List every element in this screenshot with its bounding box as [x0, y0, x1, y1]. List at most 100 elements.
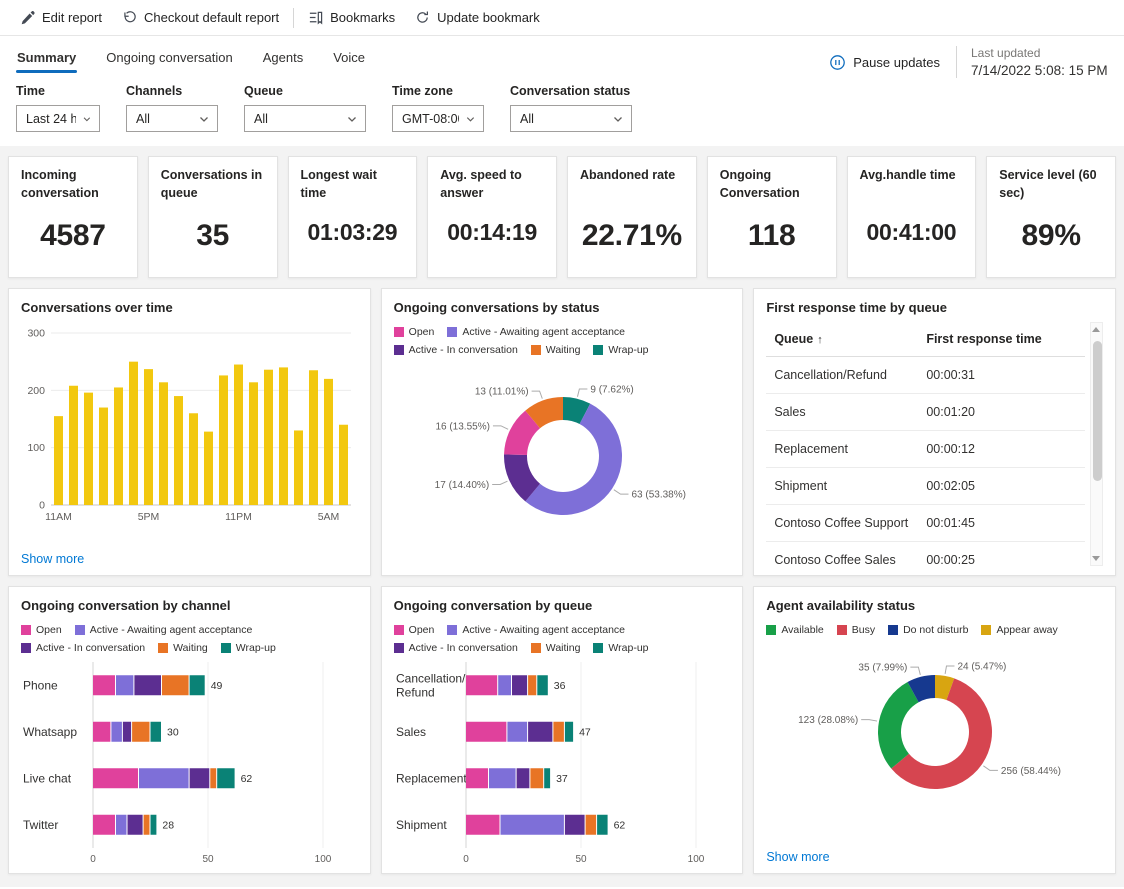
stacked-segment-wrap-up[interactable] [564, 721, 573, 742]
stacked-segment-wrap-up[interactable] [596, 814, 608, 835]
stacked-segment-wrap-up[interactable] [150, 721, 162, 742]
stacked-segment-open[interactable] [93, 768, 138, 789]
stacked-segment-active-awaiting-agent-acceptance[interactable] [116, 675, 134, 696]
stacked-segment-active-awaiting-agent-acceptance[interactable] [116, 814, 127, 835]
filter-time-zone-dropdown[interactable]: GMT-08:00 [392, 105, 484, 132]
stacked-segment-open[interactable] [465, 768, 488, 789]
column-header-queue[interactable]: Queue ↑ [766, 322, 919, 357]
bar[interactable] [339, 424, 348, 505]
tab-voice[interactable]: Voice [333, 50, 366, 65]
stacked-segment-active-in-conversation[interactable] [127, 814, 143, 835]
bar[interactable] [174, 396, 183, 505]
table-row[interactable]: Contoso Coffee Support 00:01:45 [766, 504, 1085, 542]
stacked-segment-waiting[interactable] [132, 721, 150, 742]
checkout-default-report-button[interactable]: Checkout default report [112, 5, 289, 30]
tab-summary[interactable]: Summary [16, 40, 78, 77]
table-row[interactable]: Sales 00:01:20 [766, 393, 1085, 431]
tab-ongoing-conversation[interactable]: Ongoing conversation [106, 50, 233, 65]
legend-item-active-in-conversation[interactable]: Active - In conversation [393, 344, 518, 356]
stacked-segment-waiting[interactable] [553, 721, 564, 742]
stacked-segment-wrap-up[interactable] [543, 768, 550, 789]
legend-item-wrap-up[interactable]: Wrap-up [220, 642, 276, 654]
bar[interactable] [144, 369, 153, 505]
legend-item-active-awaiting-agent-acceptance[interactable]: Active - Awaiting agent acceptance [447, 326, 625, 338]
column-header-first-response-time[interactable]: First response time [918, 322, 1085, 357]
stacked-segment-waiting[interactable] [162, 675, 189, 696]
scroll-up-icon[interactable] [1092, 327, 1101, 332]
bar[interactable] [219, 375, 228, 505]
bar[interactable] [294, 430, 303, 505]
stacked-segment-active-awaiting-agent-acceptance[interactable] [500, 814, 564, 835]
legend-item-waiting[interactable]: Waiting [158, 642, 208, 654]
filter-queue-dropdown[interactable]: All [244, 105, 366, 132]
legend-item-active-in-conversation[interactable]: Active - In conversation [393, 642, 518, 654]
bar[interactable] [114, 387, 123, 505]
donut-segment-do-not-disturb[interactable] [907, 675, 936, 703]
tab-agents[interactable]: Agents [262, 50, 304, 65]
bar[interactable] [309, 370, 318, 505]
stacked-segment-waiting[interactable] [530, 768, 543, 789]
bar[interactable] [264, 369, 273, 505]
legend-item-available[interactable]: Available [766, 624, 824, 636]
stacked-segment-active-awaiting-agent-acceptance[interactable] [497, 675, 511, 696]
filter-conversation-status-dropdown[interactable]: All [510, 105, 632, 132]
stacked-segment-active-in-conversation[interactable] [122, 721, 132, 742]
legend-item-active-awaiting-agent-acceptance[interactable]: Active - Awaiting agent acceptance [74, 624, 252, 636]
stacked-segment-waiting[interactable] [527, 675, 536, 696]
legend-item-waiting[interactable]: Waiting [530, 344, 580, 356]
stacked-segment-active-awaiting-agent-acceptance[interactable] [111, 721, 122, 742]
stacked-segment-wrap-up[interactable] [150, 814, 157, 835]
stacked-segment-open[interactable] [465, 675, 497, 696]
stacked-segment-waiting[interactable] [210, 768, 217, 789]
scrollbar-thumb[interactable] [1092, 341, 1102, 481]
bar[interactable] [234, 364, 243, 505]
stacked-segment-wrap-up[interactable] [189, 675, 205, 696]
show-more-link[interactable]: Show more [766, 850, 830, 864]
bar[interactable] [324, 378, 333, 505]
stacked-segment-wrap-up[interactable] [217, 768, 235, 789]
stacked-segment-active-in-conversation[interactable] [564, 814, 585, 835]
table-scrollbar[interactable] [1089, 322, 1103, 566]
bar[interactable] [204, 431, 213, 505]
bar[interactable] [129, 361, 138, 505]
legend-item-appear-away[interactable]: Appear away [981, 624, 1058, 636]
legend-item-wrap-up[interactable]: Wrap-up [593, 344, 649, 356]
donut-segment-wrap-up[interactable] [562, 397, 590, 425]
stacked-segment-open[interactable] [465, 721, 507, 742]
donut-segment-waiting[interactable] [524, 397, 563, 429]
legend-item-active-in-conversation[interactable]: Active - In conversation [21, 642, 145, 654]
bar[interactable] [189, 413, 198, 505]
bar[interactable] [54, 416, 63, 505]
stacked-segment-open[interactable] [93, 721, 111, 742]
donut-segment-active-in-conversation[interactable] [503, 454, 540, 502]
table-row[interactable]: Contoso Coffee Sales 00:00:25 [766, 541, 1085, 566]
stacked-segment-active-in-conversation[interactable] [516, 768, 530, 789]
bar[interactable] [69, 385, 78, 505]
stacked-segment-waiting[interactable] [143, 814, 150, 835]
stacked-segment-active-in-conversation[interactable] [527, 721, 553, 742]
show-more-link[interactable]: Show more [21, 552, 85, 566]
table-row[interactable]: Replacement 00:00:12 [766, 430, 1085, 468]
stacked-segment-open[interactable] [93, 814, 115, 835]
donut-segment-open[interactable] [503, 410, 540, 456]
table-row[interactable]: Cancellation/Refund 00:00:31 [766, 356, 1085, 394]
stacked-segment-active-awaiting-agent-acceptance[interactable] [507, 721, 527, 742]
donut-segment-active-awaiting-agent-acceptance[interactable] [524, 403, 622, 515]
stacked-segment-waiting[interactable] [585, 814, 596, 835]
bar[interactable] [249, 382, 258, 505]
stacked-segment-active-in-conversation[interactable] [189, 768, 210, 789]
scroll-down-icon[interactable] [1092, 556, 1101, 561]
legend-item-open[interactable]: Open [393, 326, 434, 338]
stacked-segment-active-awaiting-agent-acceptance[interactable] [139, 768, 189, 789]
filter-time-dropdown[interactable]: Last 24 hrs [16, 105, 100, 132]
stacked-segment-open[interactable] [465, 814, 500, 835]
bookmarks-button[interactable]: Bookmarks [298, 5, 405, 30]
legend-item-active-awaiting-agent-acceptance[interactable]: Active - Awaiting agent acceptance [447, 624, 625, 636]
stacked-segment-active-in-conversation[interactable] [134, 675, 161, 696]
legend-item-do-not-disturb[interactable]: Do not disturb [888, 624, 968, 636]
filter-channels-dropdown[interactable]: All [126, 105, 218, 132]
legend-item-open[interactable]: Open [393, 624, 434, 636]
pause-updates-button[interactable]: Pause updates [829, 54, 940, 71]
edit-report-button[interactable]: Edit report [10, 5, 112, 30]
bar[interactable] [159, 382, 168, 505]
